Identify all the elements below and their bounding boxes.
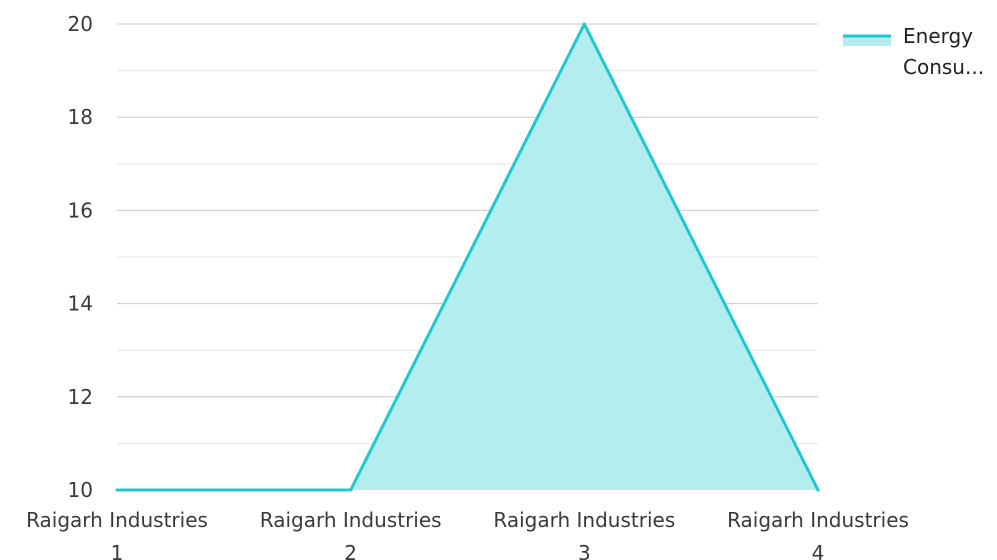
y-tick-label: 10 [68,478,93,502]
y-tick-label: 14 [68,292,93,316]
x-tick-label: 1 [111,541,124,560]
x-tick-label: 2 [344,541,357,560]
x-tick-label: 3 [578,541,591,560]
series-line [115,22,820,492]
data-point[interactable] [816,488,820,492]
legend-label: Consu... [903,55,984,79]
x-tick-label: Raigarh Industries [493,508,675,532]
legend[interactable]: Energy Consu... [843,24,984,79]
x-axis: Raigarh Industries 1 Raigarh Industries 2 Ra… [26,508,909,560]
y-tick-label: 16 [68,198,93,222]
x-tick-label: Raigarh Industries [26,508,208,532]
data-point[interactable] [115,488,119,492]
x-tick-label: Raigarh Industries [727,508,909,532]
y-tick-label: 18 [68,105,93,129]
x-tick-label: 4 [812,541,825,560]
x-tick-label: Raigarh Industries [260,508,442,532]
data-point[interactable] [349,488,353,492]
legend-swatch-fill [843,36,891,46]
y-axis: 10 12 14 16 18 20 [68,12,93,502]
y-tick-label: 12 [68,385,93,409]
y-tick-label: 20 [68,12,93,36]
series-area [115,22,820,492]
data-point[interactable] [582,22,586,26]
legend-label: Energy [903,24,973,48]
